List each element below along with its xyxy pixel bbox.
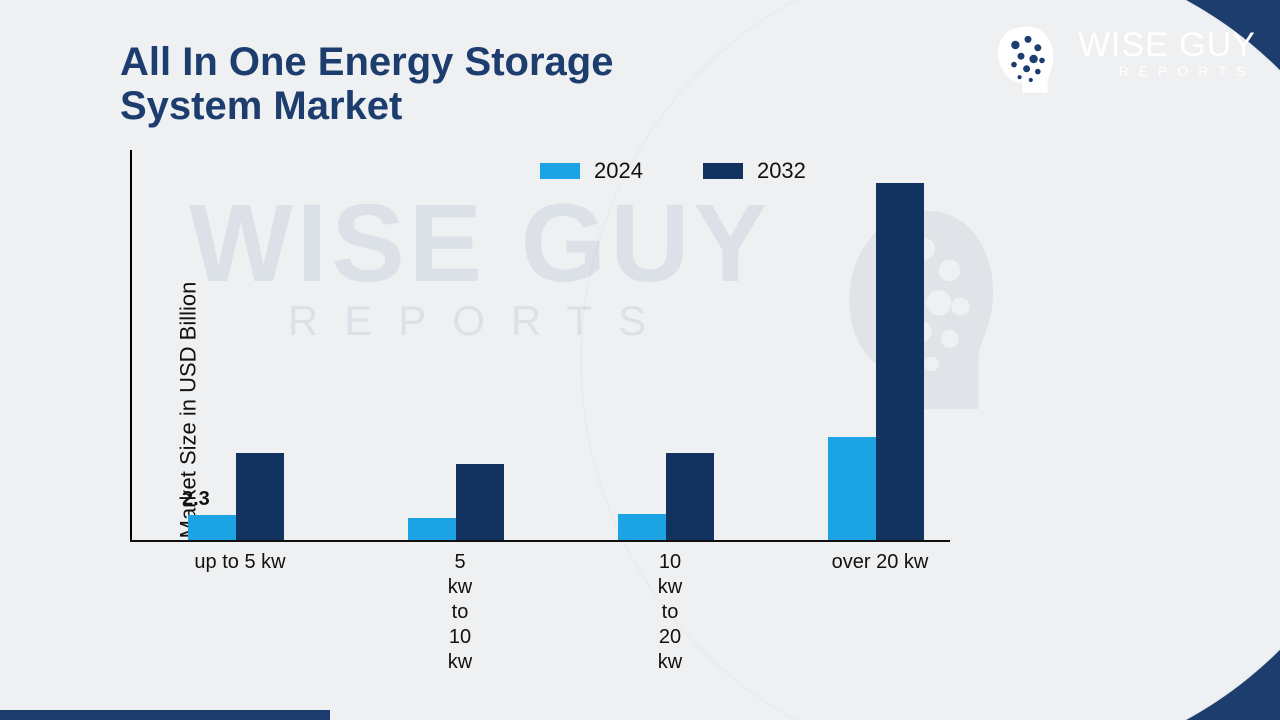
bar [828, 437, 876, 540]
category-label: 5 kw to 10 kw [440, 550, 480, 675]
bar [408, 518, 456, 540]
category-label-wrap: 5 kw to 10 kw [390, 550, 530, 675]
stage: WISE GUY REPORTS All In One Energy Stora… [0, 0, 1280, 720]
brand-line1: WISE GUY [1078, 26, 1256, 65]
category-label: over 20 kw [810, 550, 950, 575]
bar [236, 453, 284, 540]
plot-area: 2.3 [130, 150, 950, 540]
bar [188, 515, 236, 540]
category-label: up to 5 kw [170, 550, 310, 575]
bar [666, 453, 714, 540]
value-annotation: 2.3 [182, 488, 210, 511]
brand-line2: REPORTS [1078, 63, 1256, 79]
x-axis [130, 540, 950, 542]
brand-logo: WISE GUY REPORTS [1078, 26, 1256, 79]
chart-title: All In One Energy Storage System Market [120, 40, 760, 128]
bar [456, 464, 504, 540]
footer-accent-bar [0, 710, 330, 720]
category-label-wrap: 10 kw to 20 kw [600, 550, 740, 675]
bar [618, 514, 666, 540]
bar [876, 183, 924, 541]
logo-head-icon [986, 24, 1056, 94]
category-label: 10 kw to 20 kw [650, 550, 690, 675]
bar-chart: Market Size in USD Billion 2024 2032 2.3… [70, 150, 970, 670]
